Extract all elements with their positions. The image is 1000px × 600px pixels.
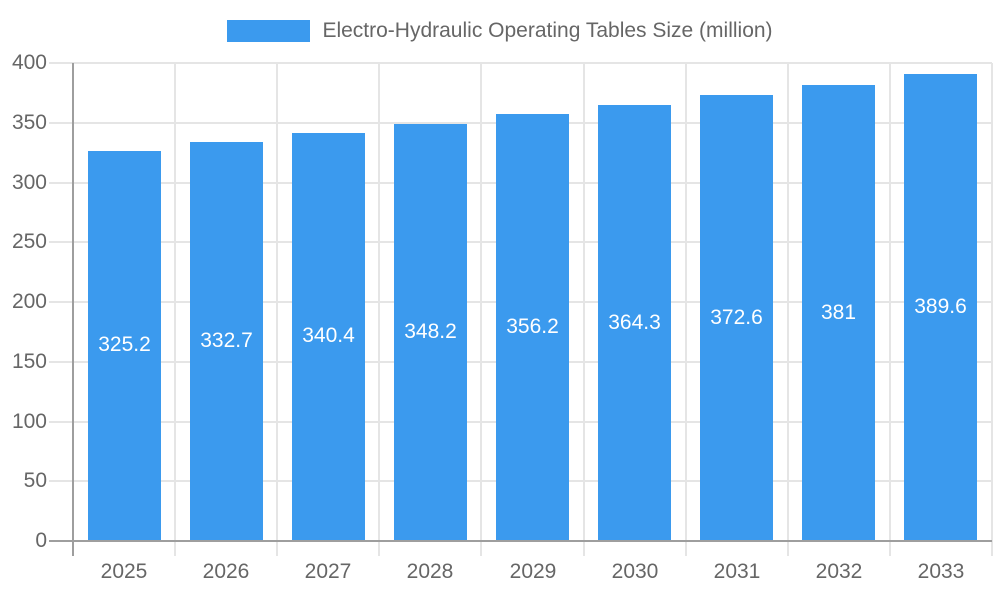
x-tick-label: 2032 [815, 560, 863, 583]
legend-swatch-icon [227, 20, 311, 42]
x-tick-label: 2026 [202, 560, 250, 583]
y-tick-label: 250 [11, 230, 47, 253]
x-gridline [582, 63, 585, 556]
bar-2026[interactable]: 332.7 [190, 142, 263, 540]
x-gridline [480, 63, 483, 556]
bar-2031[interactable]: 372.6 [700, 95, 773, 540]
y-tick-label: 50 [23, 469, 47, 492]
x-gridline [684, 63, 687, 556]
bar-2027[interactable]: 340.4 [292, 133, 365, 540]
x-tick-label: 2030 [611, 560, 659, 583]
y-axis-line [72, 63, 74, 556]
x-tick-label: 2028 [406, 560, 454, 583]
bar-2029[interactable]: 356.2 [496, 114, 569, 540]
x-tick-label: 2031 [713, 560, 761, 583]
bar-value-label: 325.2 [98, 333, 151, 356]
x-gridline [786, 63, 789, 556]
bar-2025[interactable]: 325.2 [88, 151, 161, 540]
bar-2028[interactable]: 348.2 [394, 124, 467, 540]
x-gridline [378, 63, 381, 556]
y-tick-label: 150 [11, 350, 47, 373]
x-tick-label: 2025 [100, 560, 148, 583]
y-tick-label: 100 [11, 410, 47, 433]
bar-value-label: 356.2 [506, 315, 559, 338]
x-gridline [888, 63, 891, 556]
bar-2030[interactable]: 364.3 [598, 105, 671, 540]
chart-legend[interactable]: Electro-Hydraulic Operating Tables Size … [0, 19, 1000, 43]
y-gridline [49, 62, 992, 64]
y-tick-label: 300 [11, 171, 47, 194]
y-tick-label: 0 [35, 529, 47, 552]
bar-2032[interactable]: 381 [802, 85, 875, 540]
y-tick-label: 200 [11, 290, 47, 313]
x-gridline [276, 63, 279, 556]
bar-value-label: 348.2 [404, 320, 457, 343]
bar-2033[interactable]: 389.6 [904, 74, 977, 540]
x-axis-line [49, 540, 992, 542]
y-tick-label: 400 [11, 51, 47, 74]
bar-value-label: 381 [820, 301, 857, 324]
bar-value-label: 389.6 [914, 295, 967, 318]
legend-label: Electro-Hydraulic Operating Tables Size … [322, 19, 773, 42]
plot-area: 325.2 332.7 340.4 348.2 356.2 364.3 372.6 381 38… [49, 62, 993, 556]
bar-value-label: 332.7 [200, 329, 253, 352]
bar-value-label: 372.6 [710, 306, 763, 329]
bar-value-label: 364.3 [608, 311, 661, 334]
x-tick-label: 2033 [917, 560, 965, 583]
x-tick-label: 2027 [304, 560, 352, 583]
x-tick-label: 2029 [509, 560, 557, 583]
x-gridline [991, 63, 993, 556]
x-gridline [174, 63, 177, 556]
y-tick-label: 350 [11, 111, 47, 134]
bar-value-label: 340.4 [302, 324, 355, 347]
